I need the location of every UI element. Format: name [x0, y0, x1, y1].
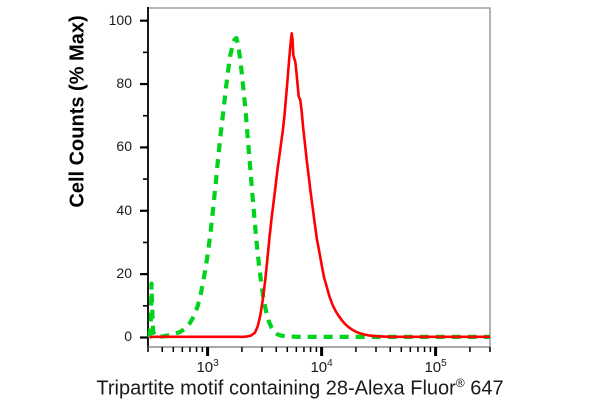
registered-mark-icon: ®	[455, 376, 465, 390]
y-tick-label: 20	[116, 265, 132, 282]
y-axis-title: Cell Counts (% Max)	[66, 15, 89, 208]
x-tick-label: 104	[310, 358, 333, 376]
x-tick-label: 103	[196, 358, 219, 376]
series-control	[147, 35, 490, 339]
series-sample	[149, 32, 490, 339]
x-tick-label: 105	[424, 358, 447, 376]
axis-ticks	[140, 19, 491, 356]
y-tick-label: 80	[116, 75, 132, 92]
plot-frame-border	[148, 7, 491, 347]
y-tick-label: 100	[108, 11, 132, 28]
y-tick-label: 0	[124, 328, 132, 345]
y-tick-label: 60	[116, 138, 132, 155]
data-series	[147, 32, 490, 339]
x-axis-title-text: Tripartite motif containing 28-Alexa Flu…	[96, 377, 456, 400]
plot-frame	[147, 7, 491, 348]
x-axis-title: Tripartite motif containing 28-Alexa Flu…	[0, 376, 600, 401]
x-axis-title-suffix: 647	[464, 377, 504, 400]
y-tick-label: 40	[116, 201, 132, 218]
